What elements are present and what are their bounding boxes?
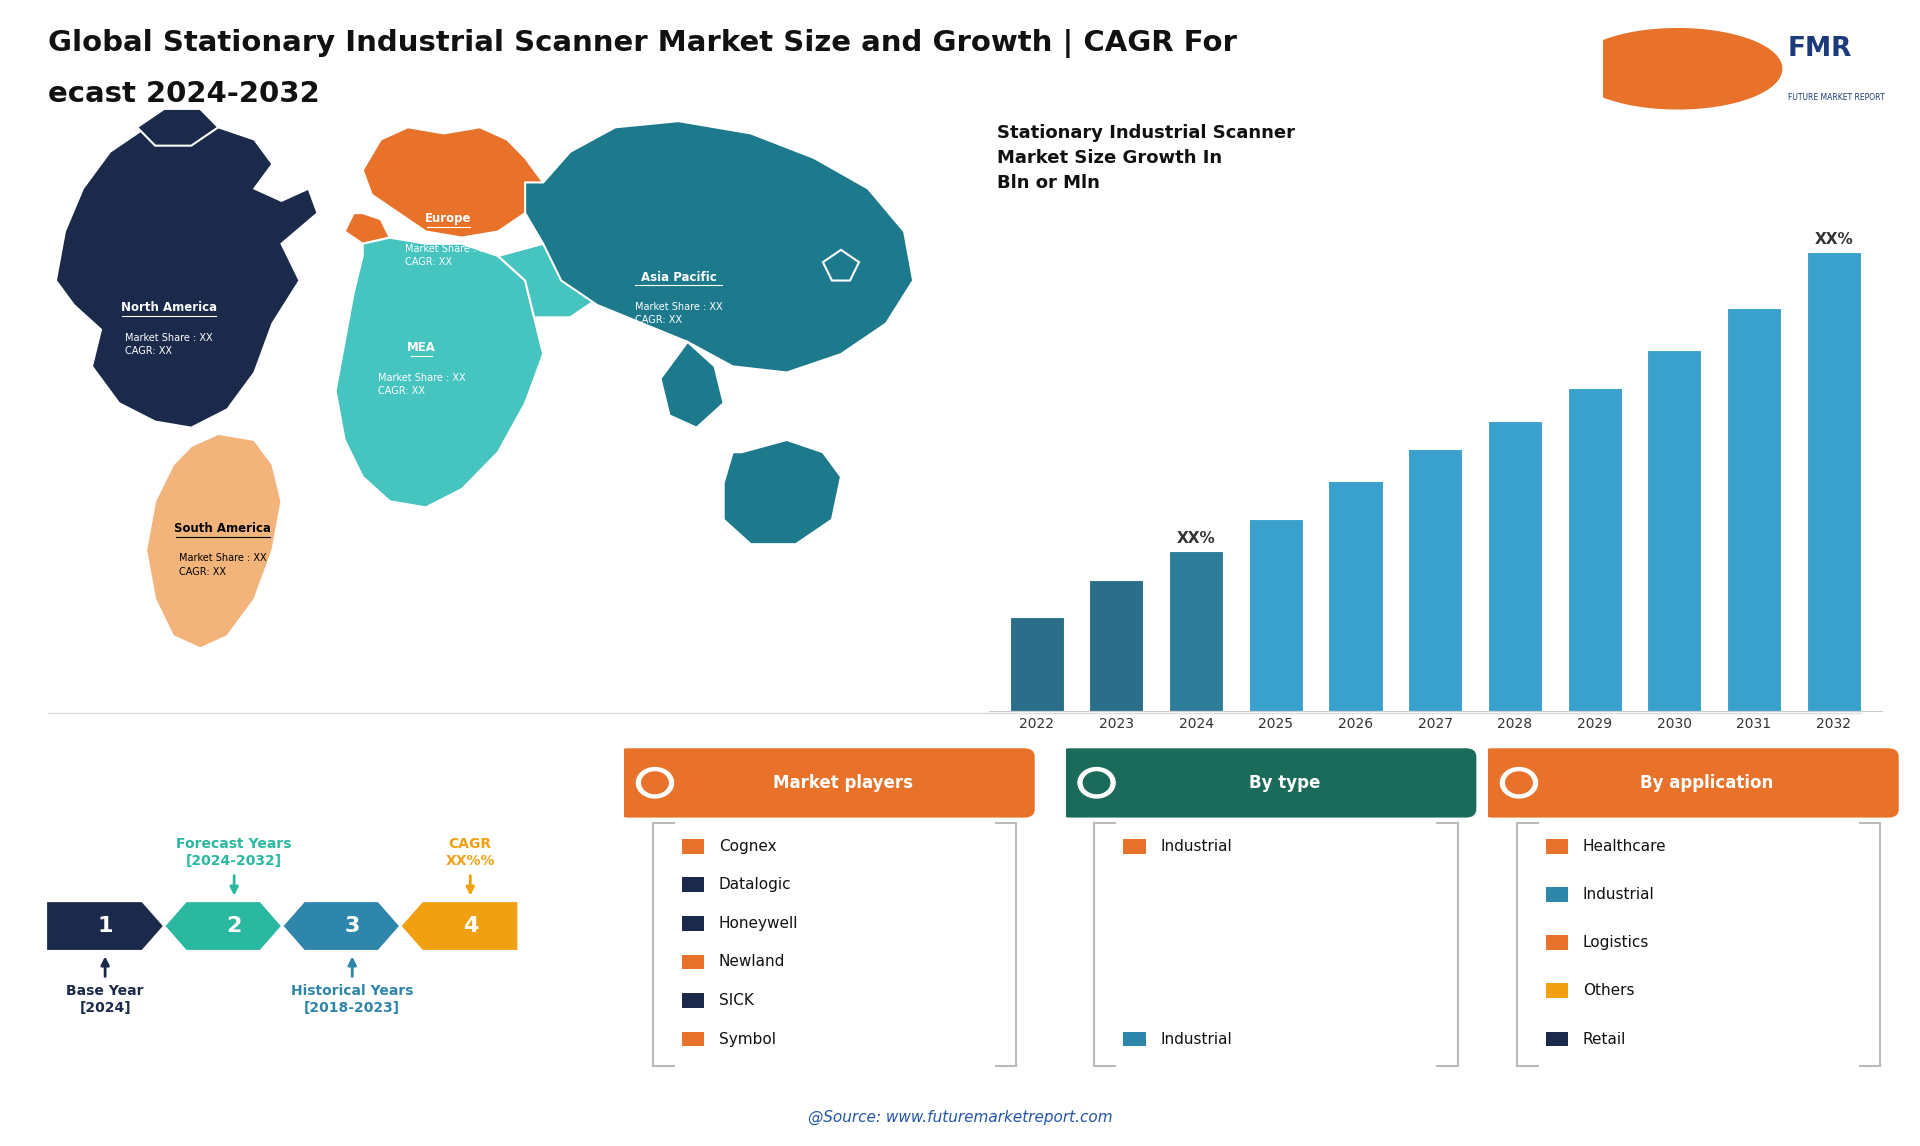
Text: Global Stationary Industrial Scanner Market Size and Growth | CAGR For: Global Stationary Industrial Scanner Mar… <box>48 29 1236 57</box>
Text: Europe: Europe <box>424 212 472 226</box>
Text: XX%: XX% <box>1177 531 1215 545</box>
FancyBboxPatch shape <box>682 839 705 854</box>
FancyBboxPatch shape <box>1546 935 1569 950</box>
Polygon shape <box>660 342 724 427</box>
Bar <box>1647 351 1701 711</box>
Text: Cognex: Cognex <box>718 839 776 854</box>
Polygon shape <box>497 244 607 317</box>
Text: By type: By type <box>1248 774 1321 792</box>
Text: 2: 2 <box>227 916 242 936</box>
Text: Base Year
[2024]: Base Year [2024] <box>67 984 144 1015</box>
Text: 3: 3 <box>344 916 359 936</box>
FancyBboxPatch shape <box>682 1031 705 1046</box>
Text: Industrial: Industrial <box>1160 839 1233 854</box>
Text: Industrial: Industrial <box>1582 887 1655 902</box>
FancyBboxPatch shape <box>1123 1031 1146 1046</box>
Text: Market Share : XX
CAGR: XX: Market Share : XX CAGR: XX <box>636 303 722 325</box>
Text: Market Share : XX
CAGR: XX: Market Share : XX CAGR: XX <box>179 554 267 576</box>
Text: Symbol: Symbol <box>718 1031 776 1046</box>
Circle shape <box>641 772 668 793</box>
Circle shape <box>1083 772 1110 793</box>
Polygon shape <box>526 121 914 372</box>
Text: Market players: Market players <box>772 774 912 792</box>
Bar <box>1407 448 1463 711</box>
FancyBboxPatch shape <box>682 878 705 893</box>
Circle shape <box>1500 768 1538 798</box>
FancyBboxPatch shape <box>682 994 705 1008</box>
Bar <box>1089 580 1144 711</box>
FancyBboxPatch shape <box>1546 1031 1569 1046</box>
Text: Healthcare: Healthcare <box>1582 839 1667 854</box>
Circle shape <box>1505 772 1532 793</box>
Bar <box>1726 308 1782 711</box>
Polygon shape <box>346 213 390 244</box>
FancyBboxPatch shape <box>682 916 705 931</box>
FancyBboxPatch shape <box>1482 748 1899 817</box>
Text: Others: Others <box>1582 983 1634 998</box>
Text: Market Share : XX
CAGR: XX: Market Share : XX CAGR: XX <box>405 244 492 267</box>
FancyBboxPatch shape <box>618 748 1035 817</box>
Text: MEA: MEA <box>407 342 436 354</box>
Text: ecast 2024-2032: ecast 2024-2032 <box>48 80 321 108</box>
FancyBboxPatch shape <box>1123 839 1146 854</box>
Text: FMR: FMR <box>1788 37 1853 62</box>
Polygon shape <box>146 434 282 649</box>
Text: Market Share : XX
CAGR: XX: Market Share : XX CAGR: XX <box>125 332 213 356</box>
FancyBboxPatch shape <box>1546 839 1569 854</box>
Text: Logistics: Logistics <box>1582 935 1649 950</box>
Polygon shape <box>363 127 543 237</box>
Bar <box>1169 551 1223 711</box>
Polygon shape <box>399 901 518 951</box>
Text: CAGR
XX%%: CAGR XX%% <box>445 837 495 868</box>
Polygon shape <box>136 109 219 146</box>
Text: Newland: Newland <box>718 955 785 970</box>
Polygon shape <box>336 237 543 508</box>
Polygon shape <box>163 901 282 951</box>
Text: 1: 1 <box>98 916 113 936</box>
FancyBboxPatch shape <box>1546 887 1569 902</box>
Text: Industrial: Industrial <box>1160 1031 1233 1046</box>
Text: FUTURE MARKET REPORT: FUTURE MARKET REPORT <box>1788 93 1884 102</box>
Circle shape <box>636 768 674 798</box>
FancyBboxPatch shape <box>682 955 705 970</box>
Text: Retail: Retail <box>1582 1031 1626 1046</box>
Text: SICK: SICK <box>718 992 755 1008</box>
FancyBboxPatch shape <box>1060 748 1476 817</box>
Text: 4: 4 <box>463 916 478 936</box>
Text: South America: South America <box>175 521 271 535</box>
Text: By application: By application <box>1640 774 1774 792</box>
FancyBboxPatch shape <box>1546 983 1569 998</box>
Bar <box>1807 252 1860 711</box>
Bar <box>1567 387 1622 711</box>
Text: Historical Years
[2018-2023]: Historical Years [2018-2023] <box>292 984 413 1015</box>
Text: Forecast Years
[2024-2032]: Forecast Years [2024-2032] <box>177 837 292 868</box>
Text: Datalogic: Datalogic <box>718 878 791 893</box>
Text: XX%: XX% <box>1814 231 1853 246</box>
Text: Market Share : XX
CAGR: XX: Market Share : XX CAGR: XX <box>378 372 465 395</box>
Bar <box>1248 519 1304 711</box>
Polygon shape <box>56 127 317 427</box>
Text: Honeywell: Honeywell <box>718 916 799 931</box>
Polygon shape <box>824 250 858 281</box>
Text: Asia Pacific: Asia Pacific <box>641 270 716 283</box>
Bar <box>1329 481 1382 711</box>
Polygon shape <box>46 901 163 951</box>
Bar <box>1010 617 1064 711</box>
Text: North America: North America <box>121 301 217 314</box>
Circle shape <box>1077 768 1116 798</box>
Polygon shape <box>282 901 399 951</box>
Text: @Source: www.futuremarketreport.com: @Source: www.futuremarketreport.com <box>808 1110 1112 1125</box>
Circle shape <box>1572 29 1782 109</box>
Bar <box>1488 421 1542 711</box>
Text: Stationary Industrial Scanner
Market Size Growth In
Bln or Mln: Stationary Industrial Scanner Market Siz… <box>996 124 1294 191</box>
Polygon shape <box>724 440 841 544</box>
